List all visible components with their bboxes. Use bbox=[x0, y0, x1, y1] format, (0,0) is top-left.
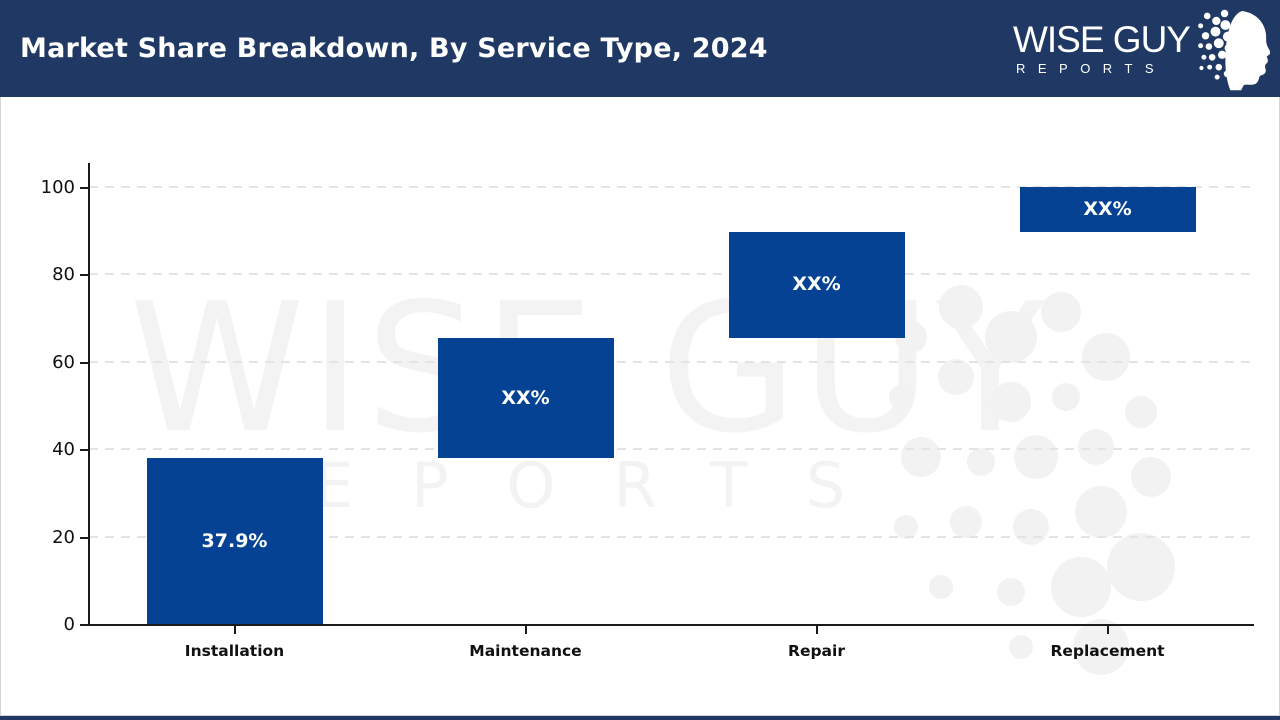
y-tick-label-0: 0 bbox=[63, 614, 75, 635]
category-label-installation: Installation bbox=[184, 642, 285, 660]
chart-title: Market Share Breakdown, By Service Type,… bbox=[20, 33, 768, 64]
y-tick-20 bbox=[80, 536, 88, 539]
bar-value-label-replacement: XX% bbox=[1083, 197, 1132, 220]
y-tick-label-40: 40 bbox=[52, 439, 75, 461]
logo-wordmark-line2: REPORTS bbox=[1015, 61, 1167, 76]
x-tick-0 bbox=[233, 626, 236, 634]
category-label-replacement: Replacement bbox=[1050, 642, 1165, 660]
gridline-20 bbox=[89, 535, 1253, 538]
y-tick-80 bbox=[80, 274, 88, 277]
y-axis-line bbox=[88, 163, 90, 626]
x-tick-1 bbox=[524, 626, 527, 634]
footer-strip bbox=[0, 716, 1280, 720]
header-bar: Market Share Breakdown, By Service Type,… bbox=[0, 0, 1280, 97]
y-tick-label-100: 100 bbox=[40, 177, 75, 198]
logo-wordmark: WISE GUY REPORTS bbox=[1012, 19, 1191, 76]
bar-value-label-maintenance: XX% bbox=[501, 386, 550, 409]
bar-value-label-repair: XX% bbox=[792, 273, 841, 296]
x-tick-3 bbox=[1106, 626, 1109, 634]
y-tick-40 bbox=[80, 449, 88, 452]
x-tick-2 bbox=[815, 626, 818, 634]
y-tick-60 bbox=[80, 361, 88, 364]
category-label-repair: Repair bbox=[788, 642, 845, 660]
y-tick-label-20: 20 bbox=[52, 526, 75, 548]
gridline-80 bbox=[89, 273, 1253, 276]
category-label-maintenance: Maintenance bbox=[469, 642, 582, 660]
gridline-100 bbox=[89, 186, 1253, 188]
bar-repair: XX% bbox=[728, 231, 905, 338]
gridline-60 bbox=[89, 360, 1253, 363]
logo-wordmark-line1: WISE GUY bbox=[1012, 19, 1191, 60]
y-tick-0 bbox=[80, 624, 88, 626]
chart-canvas: WISE GUY REPORTS 0 20 40 60 80 100 Installatio… bbox=[0, 97, 1280, 716]
bar-installation: 37.9% bbox=[146, 458, 323, 624]
plot-area: 0 20 40 60 80 100 Installation 37.9% Maintenance… bbox=[1, 97, 1279, 715]
wiseguy-logo: WISE GUY REPORTS bbox=[1013, 7, 1270, 91]
x-axis-line bbox=[88, 624, 1254, 626]
y-tick-label-60: 60 bbox=[52, 351, 75, 373]
watermark-face-dots bbox=[889, 285, 1175, 675]
y-tick-label-80: 80 bbox=[52, 264, 75, 286]
bar-value-label-installation: 37.9% bbox=[201, 529, 268, 552]
gridline-40 bbox=[89, 448, 1253, 451]
y-tick-100 bbox=[80, 187, 88, 189]
bar-replacement: XX% bbox=[1019, 187, 1196, 232]
wiseguy-face-icon bbox=[1198, 9, 1270, 90]
bar-maintenance: XX% bbox=[437, 337, 614, 459]
